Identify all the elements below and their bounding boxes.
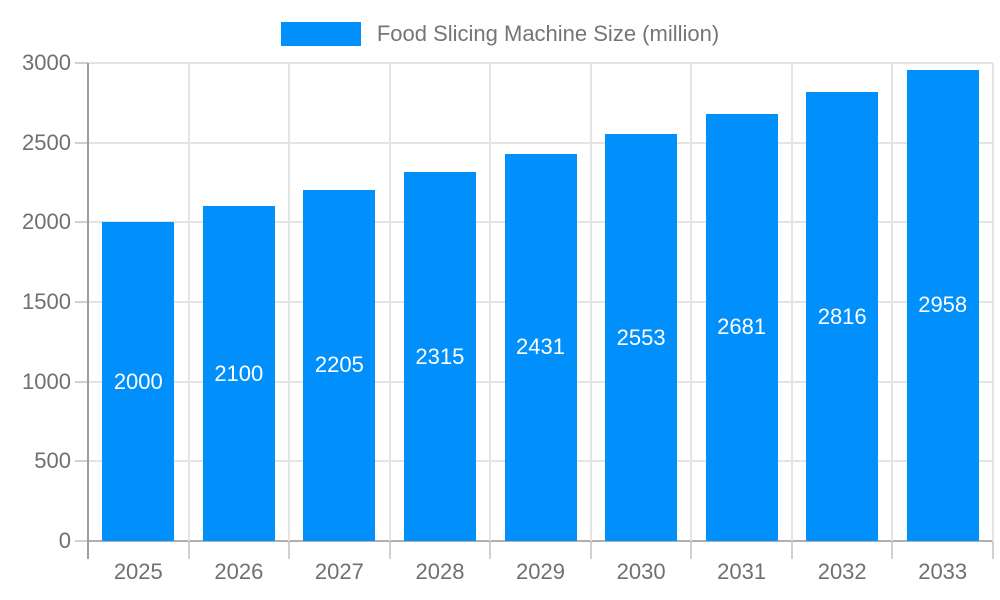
gridline-y <box>88 62 993 64</box>
legend-item[interactable]: Food Slicing Machine Size (million) <box>0 20 1000 48</box>
gridline-x <box>790 63 793 541</box>
y-tick <box>75 221 88 224</box>
x-axis-label: 2029 <box>516 559 565 584</box>
y-axis-label: 1500 <box>22 289 71 314</box>
bar-value-label: 2100 <box>214 360 264 386</box>
x-axis-label: 2032 <box>817 559 867 584</box>
y-tick <box>75 380 88 383</box>
bar-2033[interactable]: 2958 <box>906 69 979 541</box>
y-axis-label: 0 <box>58 528 71 553</box>
bar-2026[interactable]: 2100 <box>202 206 275 541</box>
y-axis-label: 2000 <box>22 209 71 235</box>
legend-label: Food Slicing Machine Size (million) <box>376 21 720 46</box>
x-tick <box>288 542 291 559</box>
x-axis-label: 2031 <box>717 559 767 584</box>
x-tick <box>790 542 793 559</box>
gridline-x <box>288 63 291 541</box>
x-axis-label: 2033 <box>918 559 968 584</box>
bar-2029[interactable]: 2431 <box>504 153 577 541</box>
gridline-x <box>992 63 994 541</box>
bar-value-label: 2000 <box>113 368 163 394</box>
bar-value-label: 2431 <box>516 334 565 360</box>
y-tick <box>75 62 88 64</box>
x-axis-label: 2030 <box>616 559 666 584</box>
gridline-x <box>489 63 492 541</box>
gridline-y <box>88 540 993 542</box>
bar-2030[interactable]: 2553 <box>605 134 678 541</box>
x-tick <box>992 542 994 559</box>
x-tick <box>891 542 894 559</box>
bar-value-label: 2681 <box>717 314 767 340</box>
legend-swatch-icon <box>280 22 361 46</box>
x-tick <box>388 542 391 559</box>
x-tick <box>187 542 190 559</box>
x-tick <box>489 542 492 559</box>
bar-value-label: 2958 <box>918 292 968 318</box>
bar-value-label: 2205 <box>314 352 364 378</box>
x-axis-label: 2026 <box>214 559 264 584</box>
gridline-x <box>891 63 894 541</box>
gridline-x <box>388 63 391 541</box>
y-axis-label: 1000 <box>22 368 71 394</box>
bar-2025[interactable]: 2000 <box>102 222 175 541</box>
bar-2031[interactable]: 2681 <box>705 113 778 541</box>
y-axis-label: 3000 <box>22 50 71 75</box>
y-axis-label: 2500 <box>22 129 71 155</box>
gridline-x <box>690 63 693 541</box>
x-axis-label: 2027 <box>314 559 364 584</box>
gridline-x <box>589 63 592 541</box>
bar-value-label: 2315 <box>415 343 465 369</box>
bar-2027[interactable]: 2205 <box>303 189 376 541</box>
x-tick <box>589 542 592 559</box>
y-axis-label: 500 <box>34 448 71 474</box>
y-tick <box>75 460 88 463</box>
bar-value-label: 2816 <box>817 303 867 329</box>
bar-value-label: 2553 <box>616 324 666 350</box>
x-tick <box>690 542 693 559</box>
x-axis-label: 2028 <box>415 559 465 584</box>
y-tick <box>75 141 88 144</box>
gridline-x <box>187 63 190 541</box>
y-tick <box>75 301 88 303</box>
y-axis-line <box>87 63 89 559</box>
gridline-y <box>88 141 993 144</box>
x-axis-label: 2025 <box>113 559 163 584</box>
bar-2032[interactable]: 2816 <box>806 92 879 541</box>
y-tick <box>75 540 88 542</box>
bar-2028[interactable]: 2315 <box>403 172 476 541</box>
